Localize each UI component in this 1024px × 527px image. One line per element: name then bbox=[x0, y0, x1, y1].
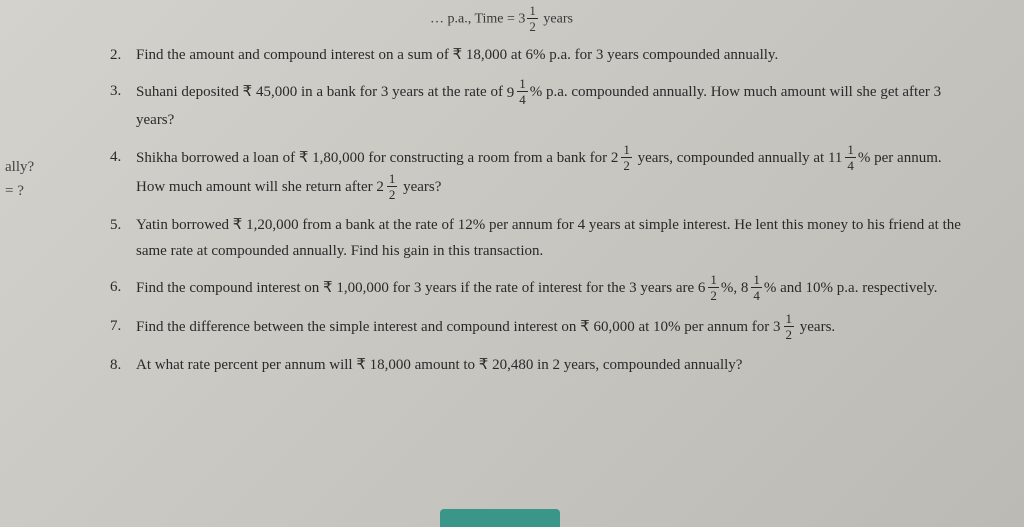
partial-suffix: years bbox=[540, 12, 573, 27]
question-number: 7. bbox=[110, 313, 136, 342]
question-text: Find the amount and compound interest on… bbox=[136, 42, 974, 68]
fraction: 12 bbox=[621, 143, 632, 172]
question-number: 6. bbox=[110, 274, 136, 303]
fraction-numerator: 1 bbox=[784, 312, 795, 327]
question-number: 8. bbox=[110, 352, 136, 378]
question-number: 5. bbox=[110, 212, 136, 265]
fraction-denominator: 2 bbox=[784, 327, 795, 341]
mixed-whole: 6 bbox=[698, 275, 706, 301]
margin-text-1: ally? bbox=[5, 155, 34, 179]
question-item: 2.Find the amount and compound interest … bbox=[110, 42, 974, 68]
questions-list: 2.Find the amount and compound interest … bbox=[110, 42, 974, 378]
question-number: 3. bbox=[110, 78, 136, 133]
text-run: years, compounded annually at bbox=[634, 149, 828, 165]
mixed-whole: 2 bbox=[376, 174, 384, 200]
question-text: Shikha borrowed a loan of ₹ 1,80,000 for… bbox=[136, 144, 974, 202]
margin-text-2: = ? bbox=[5, 179, 34, 203]
mixed-whole: 3 bbox=[773, 314, 781, 340]
text-run: Shikha borrowed a loan of ₹ 1,80,000 for… bbox=[136, 149, 611, 165]
partial-fraction: 12 bbox=[527, 4, 538, 33]
fraction-numerator: 1 bbox=[708, 273, 719, 288]
question-number: 2. bbox=[110, 42, 136, 68]
text-run: % and 10% p.a. respectively. bbox=[764, 280, 938, 296]
fraction-numerator: 1 bbox=[845, 143, 856, 158]
fraction-numerator: 1 bbox=[517, 77, 528, 92]
mixed-whole: 8 bbox=[741, 275, 749, 301]
question-item: 6.Find the compound interest on ₹ 1,00,0… bbox=[110, 274, 974, 303]
text-run: Find the difference between the simple i… bbox=[136, 319, 773, 335]
text-run: At what rate percent per annum will ₹ 18… bbox=[136, 357, 742, 373]
margin-annotation: ally? = ? bbox=[5, 155, 34, 203]
fraction-denominator: 4 bbox=[845, 158, 856, 172]
question-item: 5.Yatin borrowed ₹ 1,20,000 from a bank … bbox=[110, 212, 974, 265]
mixed-whole: 11 bbox=[828, 145, 842, 171]
text-run: years. bbox=[796, 319, 835, 335]
question-text: At what rate percent per annum will ₹ 18… bbox=[136, 352, 974, 378]
fraction-numerator: 1 bbox=[751, 273, 762, 288]
bottom-button-partial[interactable] bbox=[440, 509, 560, 527]
question-text: Yatin borrowed ₹ 1,20,000 from a bank at… bbox=[136, 212, 974, 265]
fraction: 12 bbox=[784, 312, 795, 341]
partial-prefix: … p.a., Time = 3 bbox=[430, 12, 525, 27]
question-item: 4.Shikha borrowed a loan of ₹ 1,80,000 f… bbox=[110, 144, 974, 202]
fraction-numerator: 1 bbox=[621, 143, 632, 158]
fraction-denominator: 2 bbox=[387, 187, 398, 201]
mixed-whole: 9 bbox=[507, 80, 515, 106]
mixed-whole: 2 bbox=[611, 145, 619, 171]
text-run: Yatin borrowed ₹ 1,20,000 from a bank at… bbox=[136, 217, 961, 259]
fraction: 12 bbox=[708, 273, 719, 302]
fraction: 14 bbox=[845, 143, 856, 172]
partial-top-line: … p.a., Time = 312 years bbox=[430, 5, 974, 34]
fraction: 14 bbox=[751, 273, 762, 302]
fraction: 14 bbox=[517, 77, 528, 106]
fraction-denominator: 4 bbox=[517, 92, 528, 106]
question-text: Suhani deposited ₹ 45,000 in a bank for … bbox=[136, 78, 974, 133]
text-run: years? bbox=[399, 178, 441, 194]
question-number: 4. bbox=[110, 144, 136, 202]
fraction-denominator: 2 bbox=[708, 288, 719, 302]
fraction: 12 bbox=[387, 172, 398, 201]
question-text: Find the difference between the simple i… bbox=[136, 313, 974, 342]
question-item: 7.Find the difference between the simple… bbox=[110, 313, 974, 342]
text-run: %, bbox=[721, 280, 741, 296]
text-run: Find the compound interest on ₹ 1,00,000… bbox=[136, 280, 698, 296]
text-run: Suhani deposited ₹ 45,000 in a bank for … bbox=[136, 84, 507, 100]
fraction-numerator: 1 bbox=[387, 172, 398, 187]
question-text: Find the compound interest on ₹ 1,00,000… bbox=[136, 274, 974, 303]
text-run: Find the amount and compound interest on… bbox=[136, 47, 778, 63]
question-item: 3.Suhani deposited ₹ 45,000 in a bank fo… bbox=[110, 78, 974, 133]
fraction-denominator: 2 bbox=[621, 158, 632, 172]
page-content: … p.a., Time = 312 years 2.Find the amou… bbox=[60, 0, 1004, 398]
fraction-denominator: 4 bbox=[751, 288, 762, 302]
question-item: 8.At what rate percent per annum will ₹ … bbox=[110, 352, 974, 378]
